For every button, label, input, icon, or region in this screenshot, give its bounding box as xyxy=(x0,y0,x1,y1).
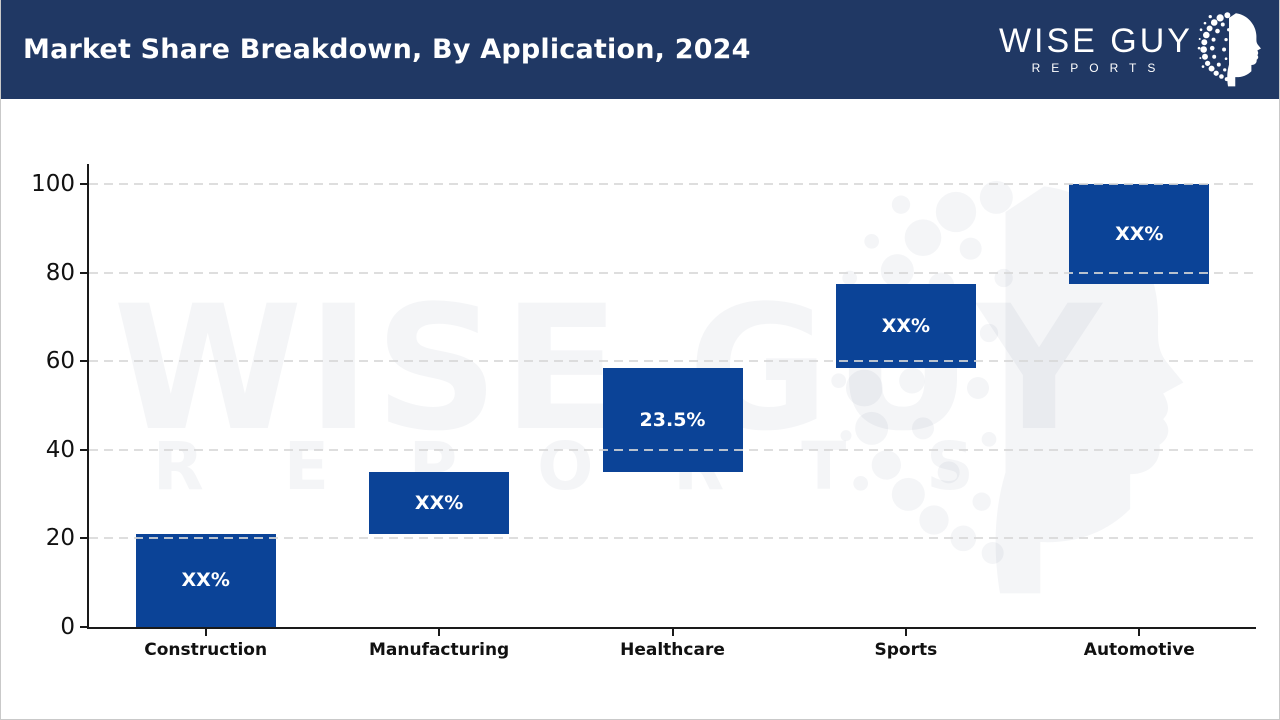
y-axis-spine xyxy=(87,164,89,629)
bar-value-label: XX% xyxy=(414,491,464,514)
x-tick-sports xyxy=(904,628,907,636)
wiseguy-face-icon xyxy=(1197,12,1261,87)
chart-title: Market Share Breakdown, By Application, … xyxy=(23,34,751,65)
y-tick-label: 0 xyxy=(60,614,75,640)
bar-healthcare xyxy=(602,367,743,472)
y-tick-100 xyxy=(80,183,89,185)
y-tick-label: 60 xyxy=(45,348,75,375)
y-tick-label: 20 xyxy=(45,525,75,552)
gridline-40 xyxy=(89,448,1256,451)
bar-value-label: 23.5% xyxy=(639,408,706,431)
logo-wordmark: WISE GUY xyxy=(998,21,1193,60)
x-category-label: Automotive xyxy=(1083,640,1195,660)
logo-tagline: REPORTS xyxy=(1031,61,1167,76)
x-category-label: Healthcare xyxy=(620,640,725,660)
gridline-20 xyxy=(89,537,1256,540)
x-tick-manufacturing xyxy=(438,628,441,636)
header: Market Share Breakdown, By Application, … xyxy=(1,0,1279,99)
bar-value-label: XX% xyxy=(1115,222,1164,245)
wiseguy-logo: WISE GUY REPORTS xyxy=(999,10,1263,89)
x-category-label: Manufacturing xyxy=(368,640,510,660)
logo-text: WISE GUY REPORTS xyxy=(998,21,1193,76)
x-axis-spine xyxy=(87,627,1256,629)
x-tick-construction xyxy=(204,628,207,636)
y-tick-40 xyxy=(80,448,89,451)
bar-value-label: XX% xyxy=(181,569,230,592)
y-tick-label: 80 xyxy=(45,259,75,286)
bar-value-label: XX% xyxy=(881,314,931,337)
bar-construction xyxy=(135,533,276,627)
y-tick-label: 40 xyxy=(45,436,75,463)
y-tick-0 xyxy=(80,626,89,628)
gridline-100 xyxy=(89,183,1256,185)
bar-manufacturing xyxy=(369,471,510,534)
gridline-60 xyxy=(89,360,1256,363)
gridline-80 xyxy=(89,271,1256,274)
y-tick-20 xyxy=(80,537,89,540)
y-tick-60 xyxy=(80,360,89,363)
x-tick-healthcare xyxy=(671,628,674,636)
x-tick-automotive xyxy=(1138,628,1141,636)
y-tick-80 xyxy=(80,271,89,274)
y-tick-label: 100 xyxy=(31,171,75,197)
x-category-label: Sports xyxy=(874,640,938,660)
x-category-label: Construction xyxy=(144,640,268,660)
